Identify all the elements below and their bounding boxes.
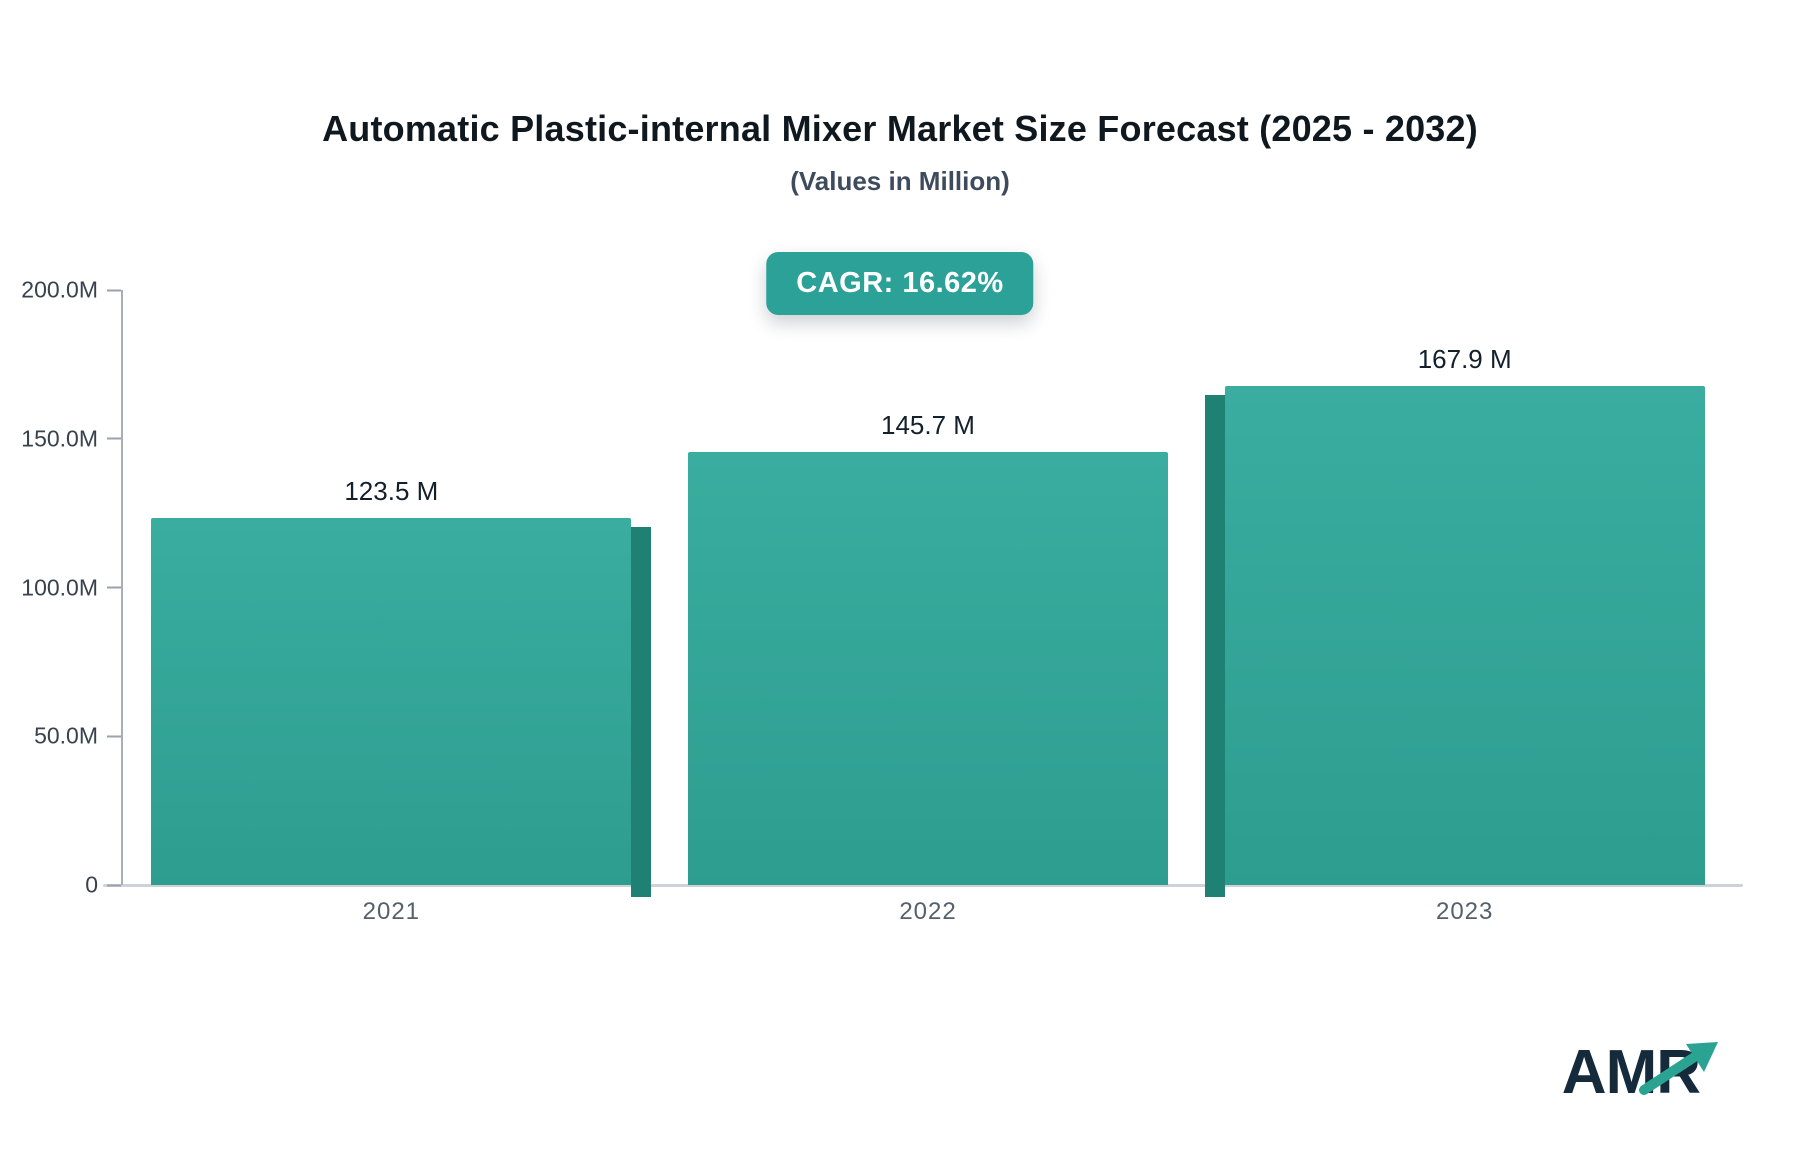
bar-slot-2022: 145.7 M: [660, 290, 1197, 885]
bar-3d-side: [1204, 394, 1225, 897]
bar-slot-2021: 123.5 M: [123, 290, 660, 897]
y-tick-200.0M: 200.0M: [21, 277, 121, 304]
y-tick-mark: [107, 437, 121, 440]
chart-subtitle: (Values in Million): [790, 166, 1010, 196]
x-axis-label-2021: 2021: [362, 898, 421, 925]
bar-2023: 167.9 M: [1204, 344, 1705, 897]
bar-2021: 123.5 M: [151, 476, 652, 897]
y-tick-label: 0: [85, 871, 98, 898]
bar-slot-2023: 167.9 M: [1196, 290, 1733, 897]
y-tick-mark: [107, 884, 121, 886]
y-tick-50.0M: 50.0M: [34, 723, 121, 750]
bar-value-label: 167.9 M: [1417, 343, 1512, 374]
x-axis: 2021 2022 2023: [123, 898, 1733, 926]
chart-title: Automatic Plastic-internal Mixer Market …: [322, 108, 1478, 149]
y-tick-mark: [107, 735, 121, 738]
y-tick-label: 150.0M: [21, 425, 98, 452]
y-axis: 200.0M 150.0M 100.0M 50.0M 0: [0, 277, 123, 898]
y-tick-mark: [107, 289, 121, 291]
bar-value-label: 145.7 M: [881, 409, 975, 440]
amr-logo-text: AMR: [1561, 1038, 1701, 1107]
bar-3d-side: [631, 526, 652, 897]
y-axis-line: [121, 290, 123, 885]
bars: 123.5 M 145.7 M 167.9 M: [123, 290, 1733, 897]
bar-value-label: 123.5 M: [344, 475, 439, 506]
y-tick-label: 200.0M: [21, 276, 98, 303]
y-tick-150.0M: 150.0M: [21, 425, 121, 452]
y-tick-100.0M: 100.0M: [21, 574, 121, 601]
amr-logo: AMR: [1561, 1038, 1718, 1107]
y-tick-mark: [107, 586, 121, 589]
y-tick-0: 0: [85, 872, 121, 899]
x-axis-line: [103, 884, 1743, 887]
x-axis-label-2023: 2023: [1435, 898, 1494, 925]
y-tick-label: 50.0M: [34, 722, 98, 749]
y-tick-label: 100.0M: [21, 574, 98, 600]
bar-2022: 145.7 M: [687, 410, 1169, 885]
cagr-badge: CAGR: 16.62%: [766, 252, 1034, 315]
x-axis-label-2022: 2022: [899, 898, 957, 925]
